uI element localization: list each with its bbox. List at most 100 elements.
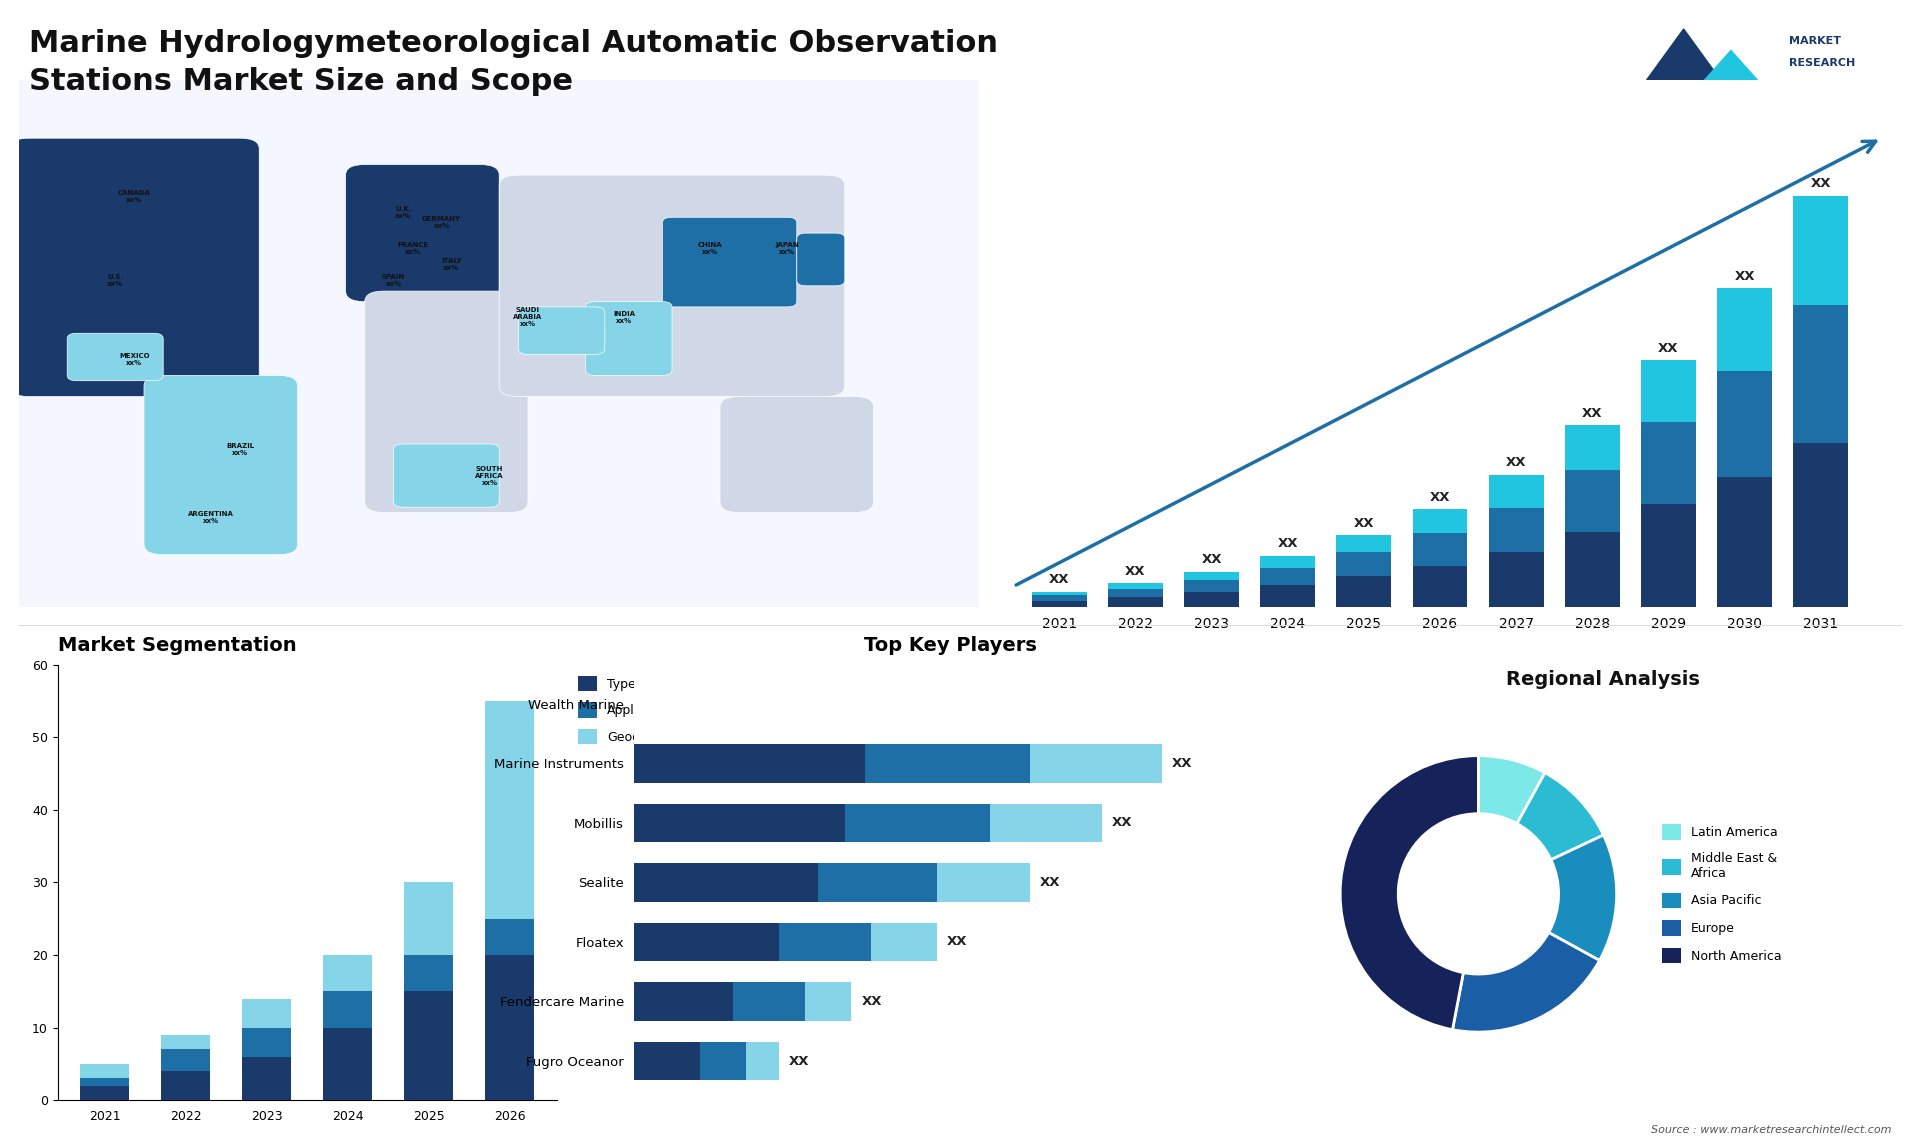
Legend: Latin America, Middle East &
Africa, Asia Pacific, Europe, North America: Latin America, Middle East & Africa, Asi… xyxy=(1657,819,1788,968)
Bar xyxy=(634,923,780,961)
Bar xyxy=(1642,360,1695,422)
FancyBboxPatch shape xyxy=(10,139,259,397)
Text: XX: XX xyxy=(1582,407,1603,419)
Bar xyxy=(1185,592,1238,607)
Text: FRANCE
xx%: FRANCE xx% xyxy=(397,243,428,256)
Bar xyxy=(405,882,453,955)
Polygon shape xyxy=(1636,29,1732,94)
Bar xyxy=(1031,601,1087,607)
Text: XX: XX xyxy=(1039,876,1060,889)
Bar xyxy=(1336,576,1392,607)
Bar xyxy=(81,1063,129,1078)
Bar xyxy=(937,863,1029,902)
Text: XX: XX xyxy=(1125,565,1146,578)
Text: SPAIN
xx%: SPAIN xx% xyxy=(382,274,405,286)
Bar xyxy=(323,991,372,1028)
Bar xyxy=(242,998,292,1028)
Bar xyxy=(745,1042,780,1081)
Bar xyxy=(81,1078,129,1085)
Bar xyxy=(1260,586,1315,607)
Wedge shape xyxy=(1340,755,1478,1029)
Bar xyxy=(1793,196,1849,305)
FancyBboxPatch shape xyxy=(365,291,528,512)
Wedge shape xyxy=(1478,755,1546,824)
Bar xyxy=(1185,572,1238,580)
Wedge shape xyxy=(1549,835,1617,960)
FancyBboxPatch shape xyxy=(518,307,605,354)
Bar xyxy=(634,803,845,842)
Bar xyxy=(1029,744,1162,783)
Text: XX: XX xyxy=(789,1054,808,1068)
Text: XX: XX xyxy=(1354,517,1375,529)
FancyBboxPatch shape xyxy=(797,233,845,285)
Bar xyxy=(486,955,534,1100)
Text: CHINA
xx%: CHINA xx% xyxy=(699,243,722,256)
Bar xyxy=(323,1028,372,1100)
Text: MARKET: MARKET xyxy=(1789,36,1841,46)
Text: XX: XX xyxy=(1048,573,1069,586)
Text: XX: XX xyxy=(1505,456,1526,470)
Bar xyxy=(486,701,534,919)
Bar xyxy=(1336,552,1392,576)
Bar xyxy=(872,923,937,961)
Bar xyxy=(323,955,372,991)
Bar xyxy=(1260,556,1315,568)
Bar xyxy=(1336,535,1392,552)
FancyBboxPatch shape xyxy=(720,397,874,512)
Bar xyxy=(486,919,534,955)
Bar xyxy=(1413,566,1467,607)
Text: U.K.
xx%: U.K. xx% xyxy=(396,205,411,219)
Bar xyxy=(1031,595,1087,601)
Text: Marine Hydrologymeteorological Automatic Observation
Stations Market Size and Sc: Marine Hydrologymeteorological Automatic… xyxy=(29,29,998,96)
Text: CANADA
xx%: CANADA xx% xyxy=(117,190,152,203)
Bar xyxy=(845,803,991,842)
Text: INDIA
xx%: INDIA xx% xyxy=(612,311,636,324)
Bar xyxy=(1716,477,1772,607)
Bar xyxy=(1108,583,1164,589)
Bar xyxy=(1565,425,1620,470)
Text: MEXICO
xx%: MEXICO xx% xyxy=(119,353,150,366)
FancyBboxPatch shape xyxy=(67,333,163,380)
Bar xyxy=(1565,470,1620,532)
Bar xyxy=(1642,422,1695,504)
Bar xyxy=(634,744,864,783)
Bar xyxy=(634,982,733,1021)
Text: XX: XX xyxy=(1112,816,1133,830)
Bar xyxy=(405,991,453,1100)
Bar xyxy=(1793,442,1849,607)
Text: XX: XX xyxy=(1734,269,1755,283)
Bar xyxy=(1488,508,1544,552)
Text: INTELLECT: INTELLECT xyxy=(1789,80,1855,91)
Bar xyxy=(81,1085,129,1100)
Bar xyxy=(1108,597,1164,607)
Bar xyxy=(1488,552,1544,607)
Bar xyxy=(699,1042,745,1081)
Bar xyxy=(864,744,1029,783)
Bar xyxy=(161,1050,209,1072)
Bar xyxy=(733,982,804,1021)
Title: Top Key Players: Top Key Players xyxy=(864,636,1037,654)
Bar xyxy=(1716,288,1772,370)
Bar xyxy=(1413,533,1467,566)
Text: GERMANY
xx%: GERMANY xx% xyxy=(422,217,461,229)
Bar xyxy=(634,1042,699,1081)
Bar xyxy=(804,982,851,1021)
Text: SAUDI
ARABIA
xx%: SAUDI ARABIA xx% xyxy=(513,307,543,328)
Text: SOUTH
AFRICA
xx%: SOUTH AFRICA xx% xyxy=(476,465,503,486)
FancyBboxPatch shape xyxy=(586,301,672,376)
Bar xyxy=(405,955,453,991)
Bar xyxy=(1716,370,1772,477)
Bar xyxy=(1488,474,1544,508)
Text: ARGENTINA
xx%: ARGENTINA xx% xyxy=(188,511,234,524)
Bar xyxy=(634,863,818,902)
Bar xyxy=(780,923,872,961)
Text: XX: XX xyxy=(1277,537,1298,550)
Text: Source : www.marketresearchintellect.com: Source : www.marketresearchintellect.com xyxy=(1651,1124,1891,1135)
Text: Regional Analysis: Regional Analysis xyxy=(1507,670,1699,690)
Bar xyxy=(242,1028,292,1057)
Bar xyxy=(991,803,1102,842)
Wedge shape xyxy=(1453,933,1599,1033)
Text: XX: XX xyxy=(1202,554,1221,566)
Text: XX: XX xyxy=(947,935,968,949)
Bar xyxy=(1031,591,1087,595)
